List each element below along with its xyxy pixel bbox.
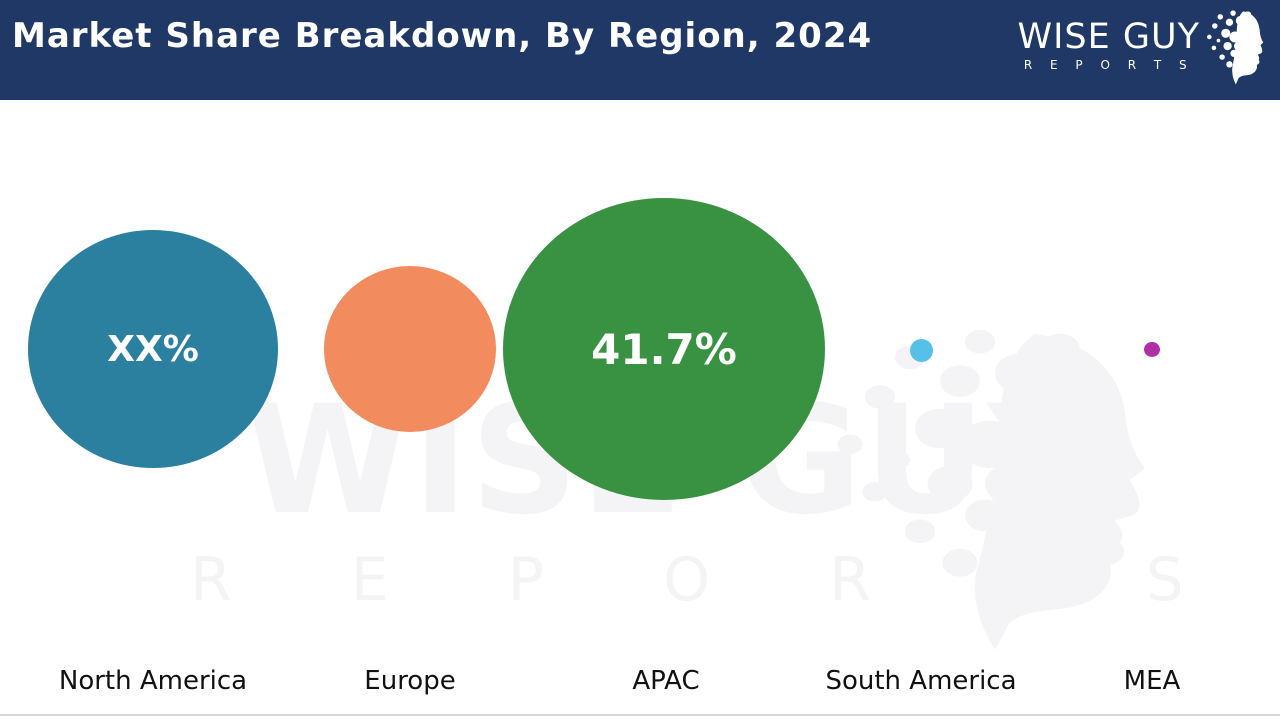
bubble-mea: [1144, 342, 1160, 357]
logo-wordmark: WISE GUY: [1017, 17, 1200, 57]
bubble-value-apac: 41.7%: [591, 324, 737, 374]
header-bar: Market Share Breakdown, By Region, 2024 …: [0, 0, 1280, 100]
bubble-europe: [324, 266, 496, 432]
logo-text: WISE GUY R E P O R T S: [1017, 17, 1200, 73]
region-label-apac: APAC: [632, 666, 700, 696]
head-silhouette-icon: [1207, 10, 1264, 85]
region-label-south-america: South America: [825, 666, 1017, 696]
bubble-chart: WISE GUY R E P O R T S: [0, 100, 1280, 720]
watermark-head-silhouette: [837, 329, 1145, 650]
region-label-europe: Europe: [364, 666, 456, 696]
region-label-north-america: North America: [58, 666, 248, 696]
watermark-subtext: R E P O R T S: [190, 545, 1180, 615]
bubble-north-america: XX%: [28, 230, 278, 468]
logo-subtext: R E P O R T S: [1023, 58, 1194, 72]
page-title: Market Share Breakdown, By Region, 2024: [12, 16, 873, 56]
wise-guy-logo: WISE GUY R E P O R T S: [1017, 4, 1266, 90]
bottom-divider: [0, 714, 1280, 716]
bubble-south-america: [910, 339, 933, 362]
bubble-value-north-america: XX%: [107, 328, 199, 370]
region-label-mea: MEA: [1123, 666, 1181, 696]
bubble-apac: 41.7%: [503, 198, 825, 500]
